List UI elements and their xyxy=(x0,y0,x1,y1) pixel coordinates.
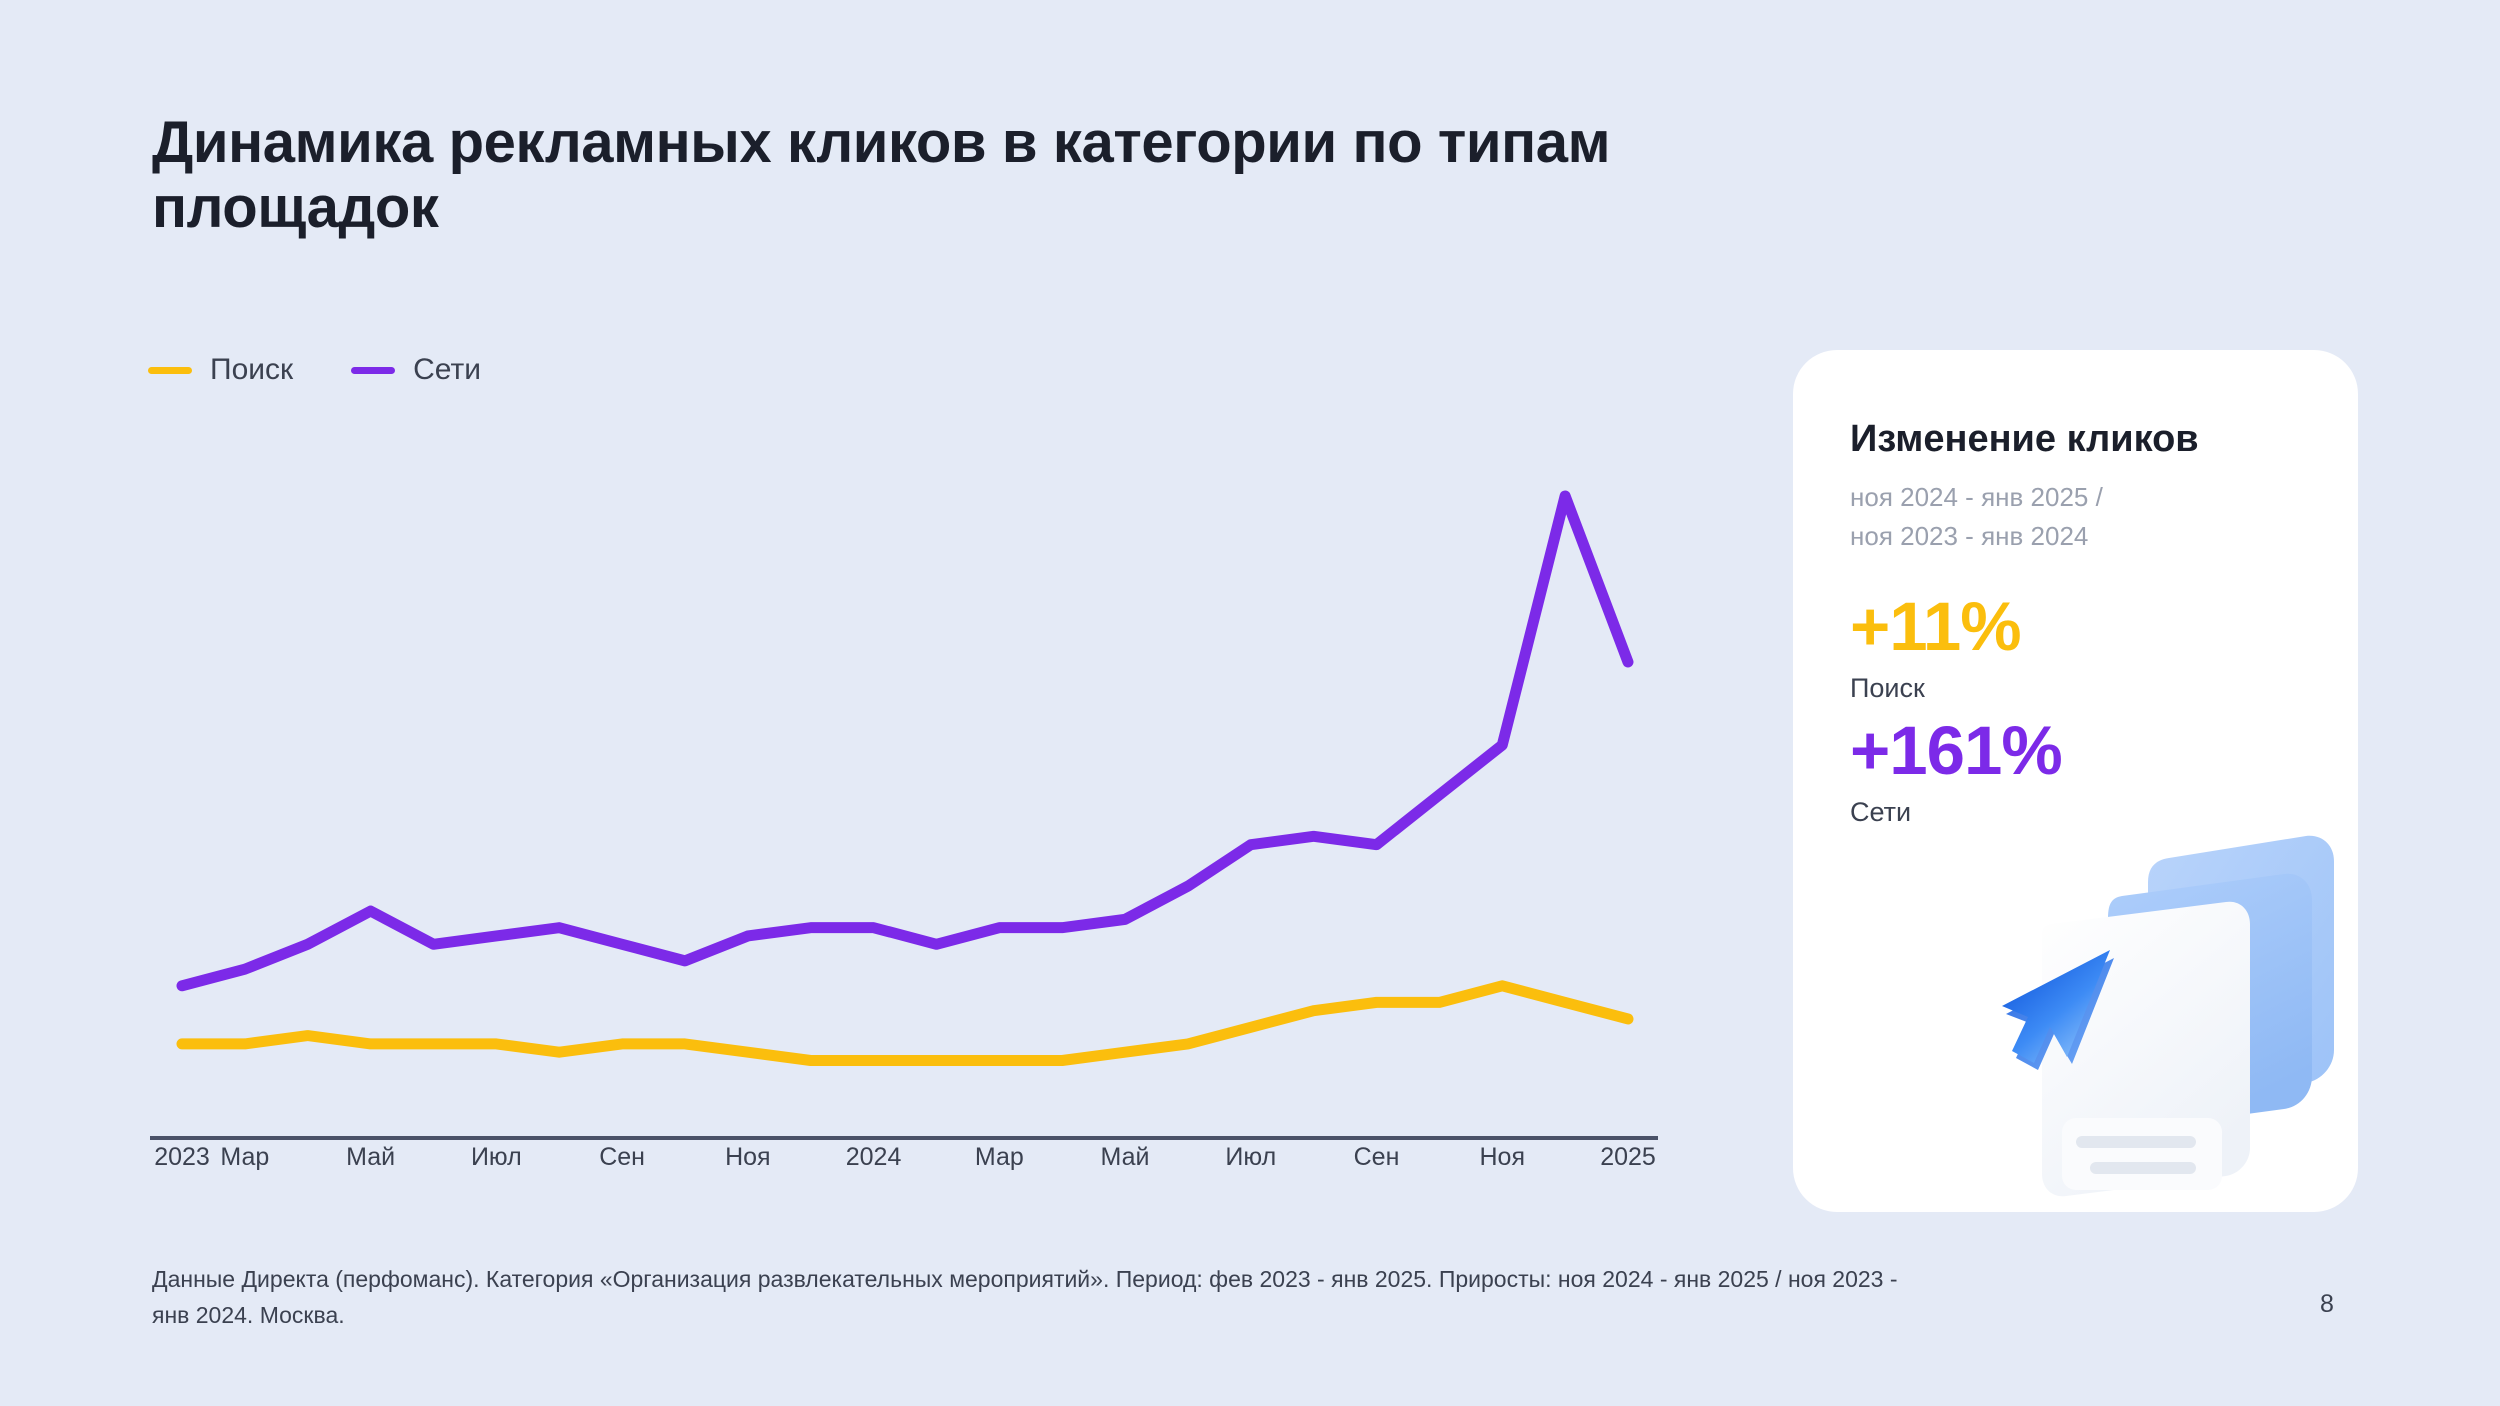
legend-item-networks[interactable]: Сети xyxy=(351,355,481,385)
x-tick-label: Мар xyxy=(220,1143,270,1171)
metric-search-value: +11% xyxy=(1850,588,2022,665)
x-tick-label: Ноя xyxy=(1479,1143,1526,1171)
metric-search: +11% Поиск xyxy=(1850,588,2022,703)
x-tick-label: 2024 xyxy=(845,1143,902,1171)
legend-item-search[interactable]: Поиск xyxy=(148,355,293,385)
stat-card-title: Изменение кликов xyxy=(1850,418,2199,460)
stat-card-subtitle: ноя 2024 - янв 2025 / ноя 2023 - янв 202… xyxy=(1850,482,2103,551)
x-tick-label: Май xyxy=(346,1143,396,1171)
metric-search-label: Поиск xyxy=(1850,673,1925,703)
x-tick-label: Ноя xyxy=(725,1143,771,1171)
x-axis-tick-labels: 2023 Мар Май Июл Сен Ноя 2024 Мар Май Июл Сен Ноя 20… xyxy=(150,1145,1670,1189)
folder-back-shape xyxy=(2148,835,2334,1107)
x-tick-label: Июл xyxy=(470,1143,522,1171)
footnote: Данные Директа (перфоманс). Категория «О… xyxy=(152,1266,1898,1328)
series-line-search xyxy=(176,980,1634,1066)
line-chart: 2023 Мар Май Июл Сен Ноя 2024 Мар Май Июл Сен Ноя 20… xyxy=(150,400,1670,1200)
x-tick-label: Мар xyxy=(974,1143,1024,1171)
metric-networks-value: +161% xyxy=(1850,712,2063,789)
legend-label-networks: Сети xyxy=(413,353,481,386)
x-tick-label: Сен xyxy=(1353,1143,1400,1171)
stat-card: Изменение кликов ноя 2024 - янв 2025 / н… xyxy=(1793,350,2358,1212)
cursor-folder-illustration xyxy=(2002,835,2334,1197)
x-tick-label: Май xyxy=(1100,1143,1150,1171)
x-tick-label: Июл xyxy=(1225,1143,1277,1171)
chart-legend: Поиск Сети xyxy=(148,355,481,385)
x-tick-label: 2023 xyxy=(154,1143,210,1171)
folder-front-shape xyxy=(2108,873,2312,1130)
cursor-arrow-icon xyxy=(2002,950,2114,1070)
series-line-networks xyxy=(176,490,1634,992)
x-tick-label: 2025 xyxy=(1600,1143,1656,1171)
legend-swatch-search xyxy=(148,366,192,374)
metric-networks-label: Сети xyxy=(1850,797,1912,827)
document-card xyxy=(2041,901,2250,1197)
legend-swatch-networks xyxy=(351,366,396,374)
x-tick-label: Сен xyxy=(599,1143,645,1171)
chart-plot-area xyxy=(150,490,1658,1140)
page-title: Динамика рекламных кликов в категории по… xyxy=(152,109,1611,240)
page-number: 8 xyxy=(2320,1290,2334,1318)
legend-label-search: Поиск xyxy=(210,353,294,386)
metric-networks: +161% Сети xyxy=(1850,712,2063,827)
